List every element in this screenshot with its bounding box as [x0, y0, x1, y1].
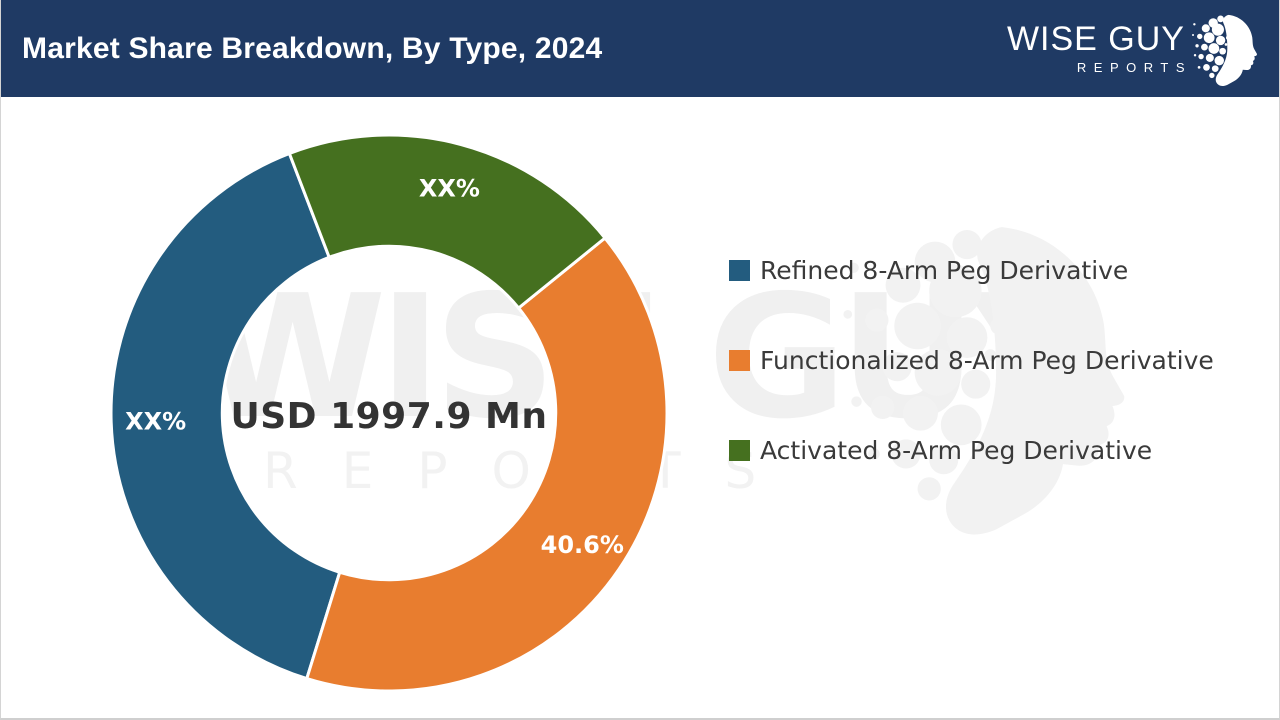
header-bar: Market Share Breakdown, By Type, 2024 WI…	[1, 0, 1279, 97]
legend-item: Activated 8-Arm Peg Derivative	[729, 435, 1214, 465]
chart-area: WISE GUY REPORTS XX%40.6%XX% USD 1997.9 …	[1, 97, 1279, 718]
dotted-head-icon	[1191, 8, 1265, 89]
slice-value-label: 40.6%	[541, 531, 624, 559]
legend-swatch	[729, 439, 750, 461]
donut-svg: XX% 40.6% XX%	[109, 133, 669, 693]
donut-chart: XX% 40.6% XX% USD 1997.9 Mn	[99, 121, 679, 703]
legend-label: Refined 8-Arm Peg Derivative	[760, 255, 1129, 285]
slice-value-label: XX%	[125, 408, 186, 436]
legend: Refined 8-Arm Peg Derivative Functionali…	[729, 256, 1214, 526]
donut-slice-activated-8-arm-peg-derivative	[287, 133, 607, 310]
page-title: Market Share Breakdown, By Type, 2024	[22, 31, 603, 65]
watermark-reports: REPORTS	[263, 442, 801, 500]
legend-item: Refined 8-Arm Peg Derivative	[729, 255, 1214, 285]
logo-wordmark-sub: REPORTS	[1076, 60, 1192, 75]
legend-item: Functionalized 8-Arm Peg Derivative	[729, 345, 1214, 375]
legend-label: Activated 8-Arm Peg Derivative	[760, 435, 1153, 465]
legend-swatch	[729, 349, 750, 371]
logo-wordmark-main: WISE GUY	[1006, 20, 1185, 58]
legend-swatch	[729, 259, 750, 281]
donut-slice-functionalized-8-arm-peg-derivative	[305, 236, 669, 693]
logo-wordmark: WISE GUY REPORTS	[1007, 22, 1185, 75]
donut-slice-refined-8-arm-peg-derivative	[109, 152, 342, 681]
brand-logo: WISE GUY REPORTS	[1007, 8, 1265, 89]
legend-label: Functionalized 8-Arm Peg Derivative	[760, 345, 1214, 375]
slice-value-label: XX%	[419, 175, 480, 203]
